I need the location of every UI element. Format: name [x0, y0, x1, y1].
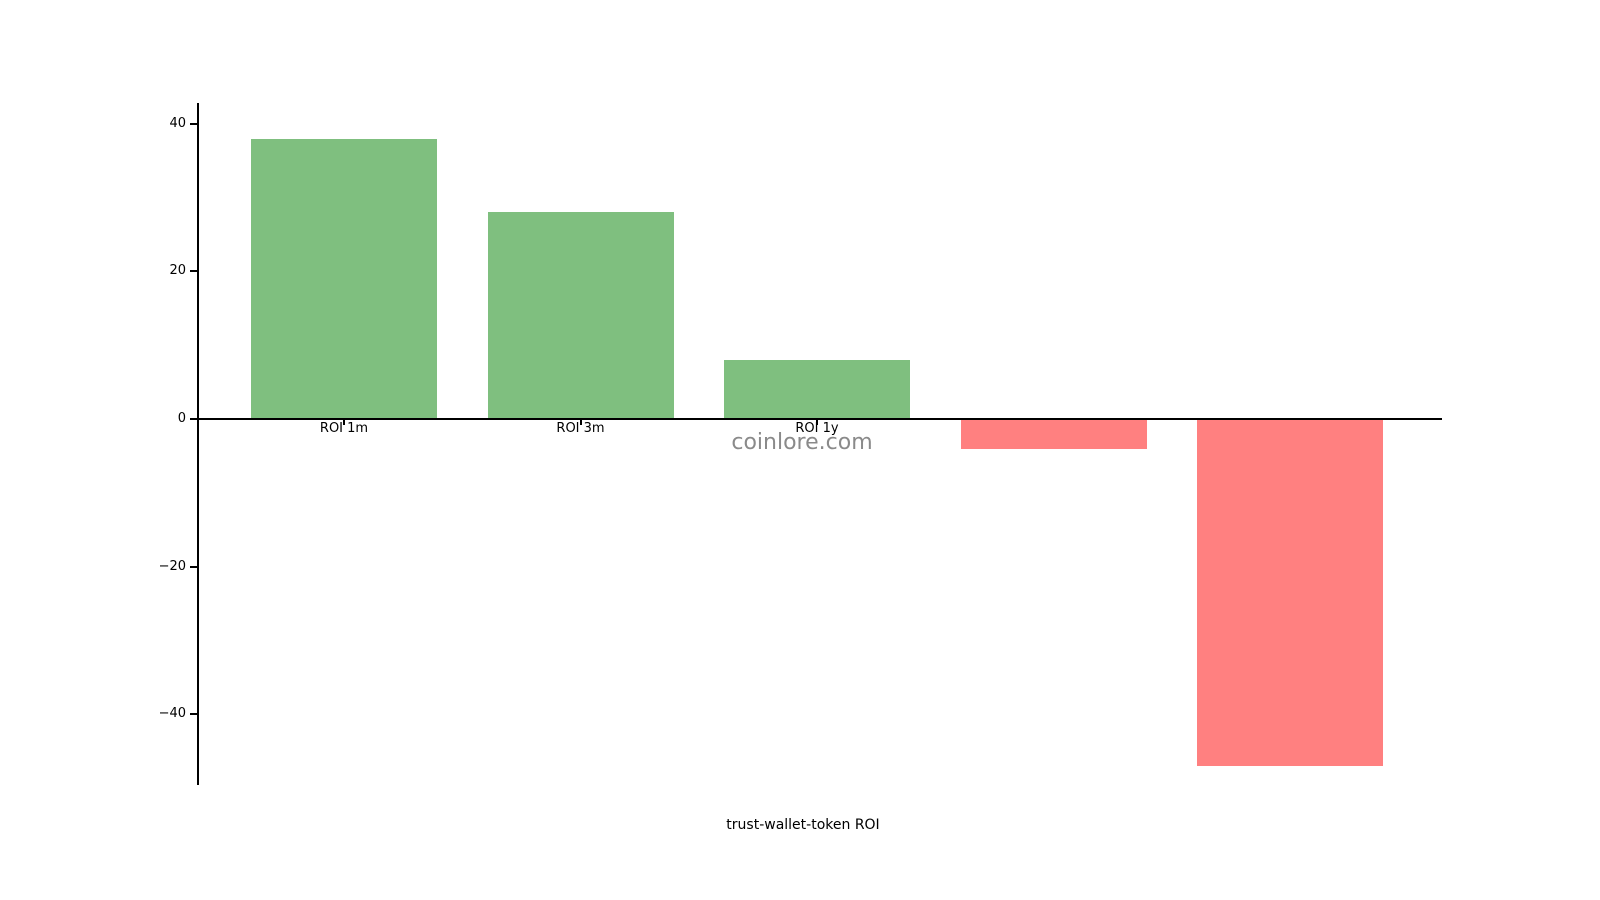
x-tick-label: ROI 3m	[556, 421, 605, 436]
x-tick-mark	[579, 419, 582, 425]
bar-roi-1y	[724, 359, 910, 419]
x-tick-mark	[816, 419, 818, 425]
y-tick-label: 0	[177, 411, 186, 426]
bar-roi-1m	[251, 138, 437, 419]
x-tick-label: ROI 1m	[319, 421, 369, 436]
bar-unlabeled-4	[960, 419, 1147, 449]
x-tick-mark	[343, 419, 345, 425]
x-axis-title: trust-wallet-token ROI	[726, 817, 880, 833]
bar-roi-3m	[487, 212, 674, 419]
x-axis-line	[197, 418, 1442, 420]
y-tick-mark	[190, 565, 197, 568]
y-tick-label: 20	[169, 263, 186, 279]
coinlore-watermark: coinlore.com	[731, 430, 873, 455]
y-axis-spine	[197, 103, 199, 785]
y-tick-label: −40	[158, 706, 186, 722]
x-tick-label: ROI 1y	[795, 421, 839, 436]
y-tick-label: 40	[169, 115, 186, 131]
bar-unlabeled-5	[1197, 419, 1383, 766]
y-tick-mark	[190, 122, 197, 125]
y-tick-mark	[190, 418, 197, 420]
y-tick-mark	[190, 713, 197, 716]
y-tick-label: −20	[158, 558, 186, 574]
y-tick-mark	[190, 270, 197, 273]
